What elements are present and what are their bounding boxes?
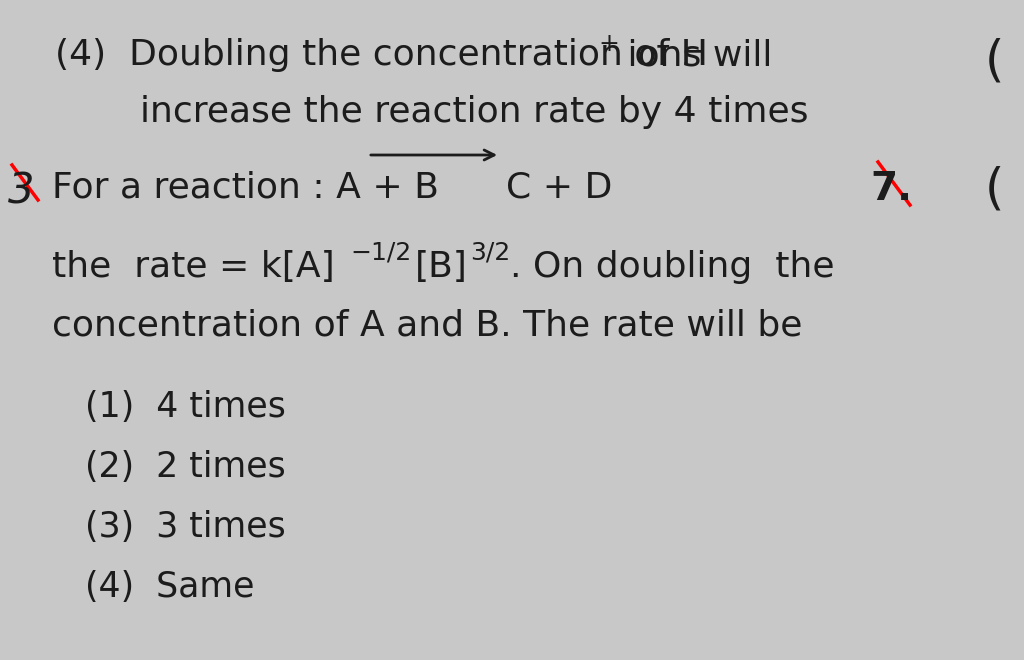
Text: +: + [598, 32, 618, 56]
Text: (1)  4 times: (1) 4 times [85, 390, 286, 424]
Text: 3/2: 3/2 [470, 240, 510, 264]
Text: (4)  Doubling the concentration of H: (4) Doubling the concentration of H [55, 38, 708, 72]
Text: concentration of A and B. The rate will be: concentration of A and B. The rate will … [52, 308, 803, 342]
Text: (: ( [985, 165, 1005, 213]
Text: . On doubling  the: . On doubling the [510, 250, 835, 284]
Text: (2)  2 times: (2) 2 times [85, 450, 286, 484]
Text: −1/2: −1/2 [350, 240, 412, 264]
Text: [B]: [B] [415, 250, 468, 284]
Text: 3: 3 [8, 170, 35, 212]
Text: increase the reaction rate by 4 times: increase the reaction rate by 4 times [140, 95, 809, 129]
Text: For a reaction : A + B: For a reaction : A + B [52, 170, 439, 204]
Text: C + D: C + D [506, 170, 612, 204]
Text: 7.: 7. [870, 170, 912, 208]
Text: (3)  3 times: (3) 3 times [85, 510, 286, 544]
Text: the  rate = k[A]: the rate = k[A] [52, 250, 335, 284]
Text: (: ( [985, 38, 1005, 86]
Text: (4)  Same: (4) Same [85, 570, 255, 604]
Text: ions will: ions will [616, 38, 772, 72]
